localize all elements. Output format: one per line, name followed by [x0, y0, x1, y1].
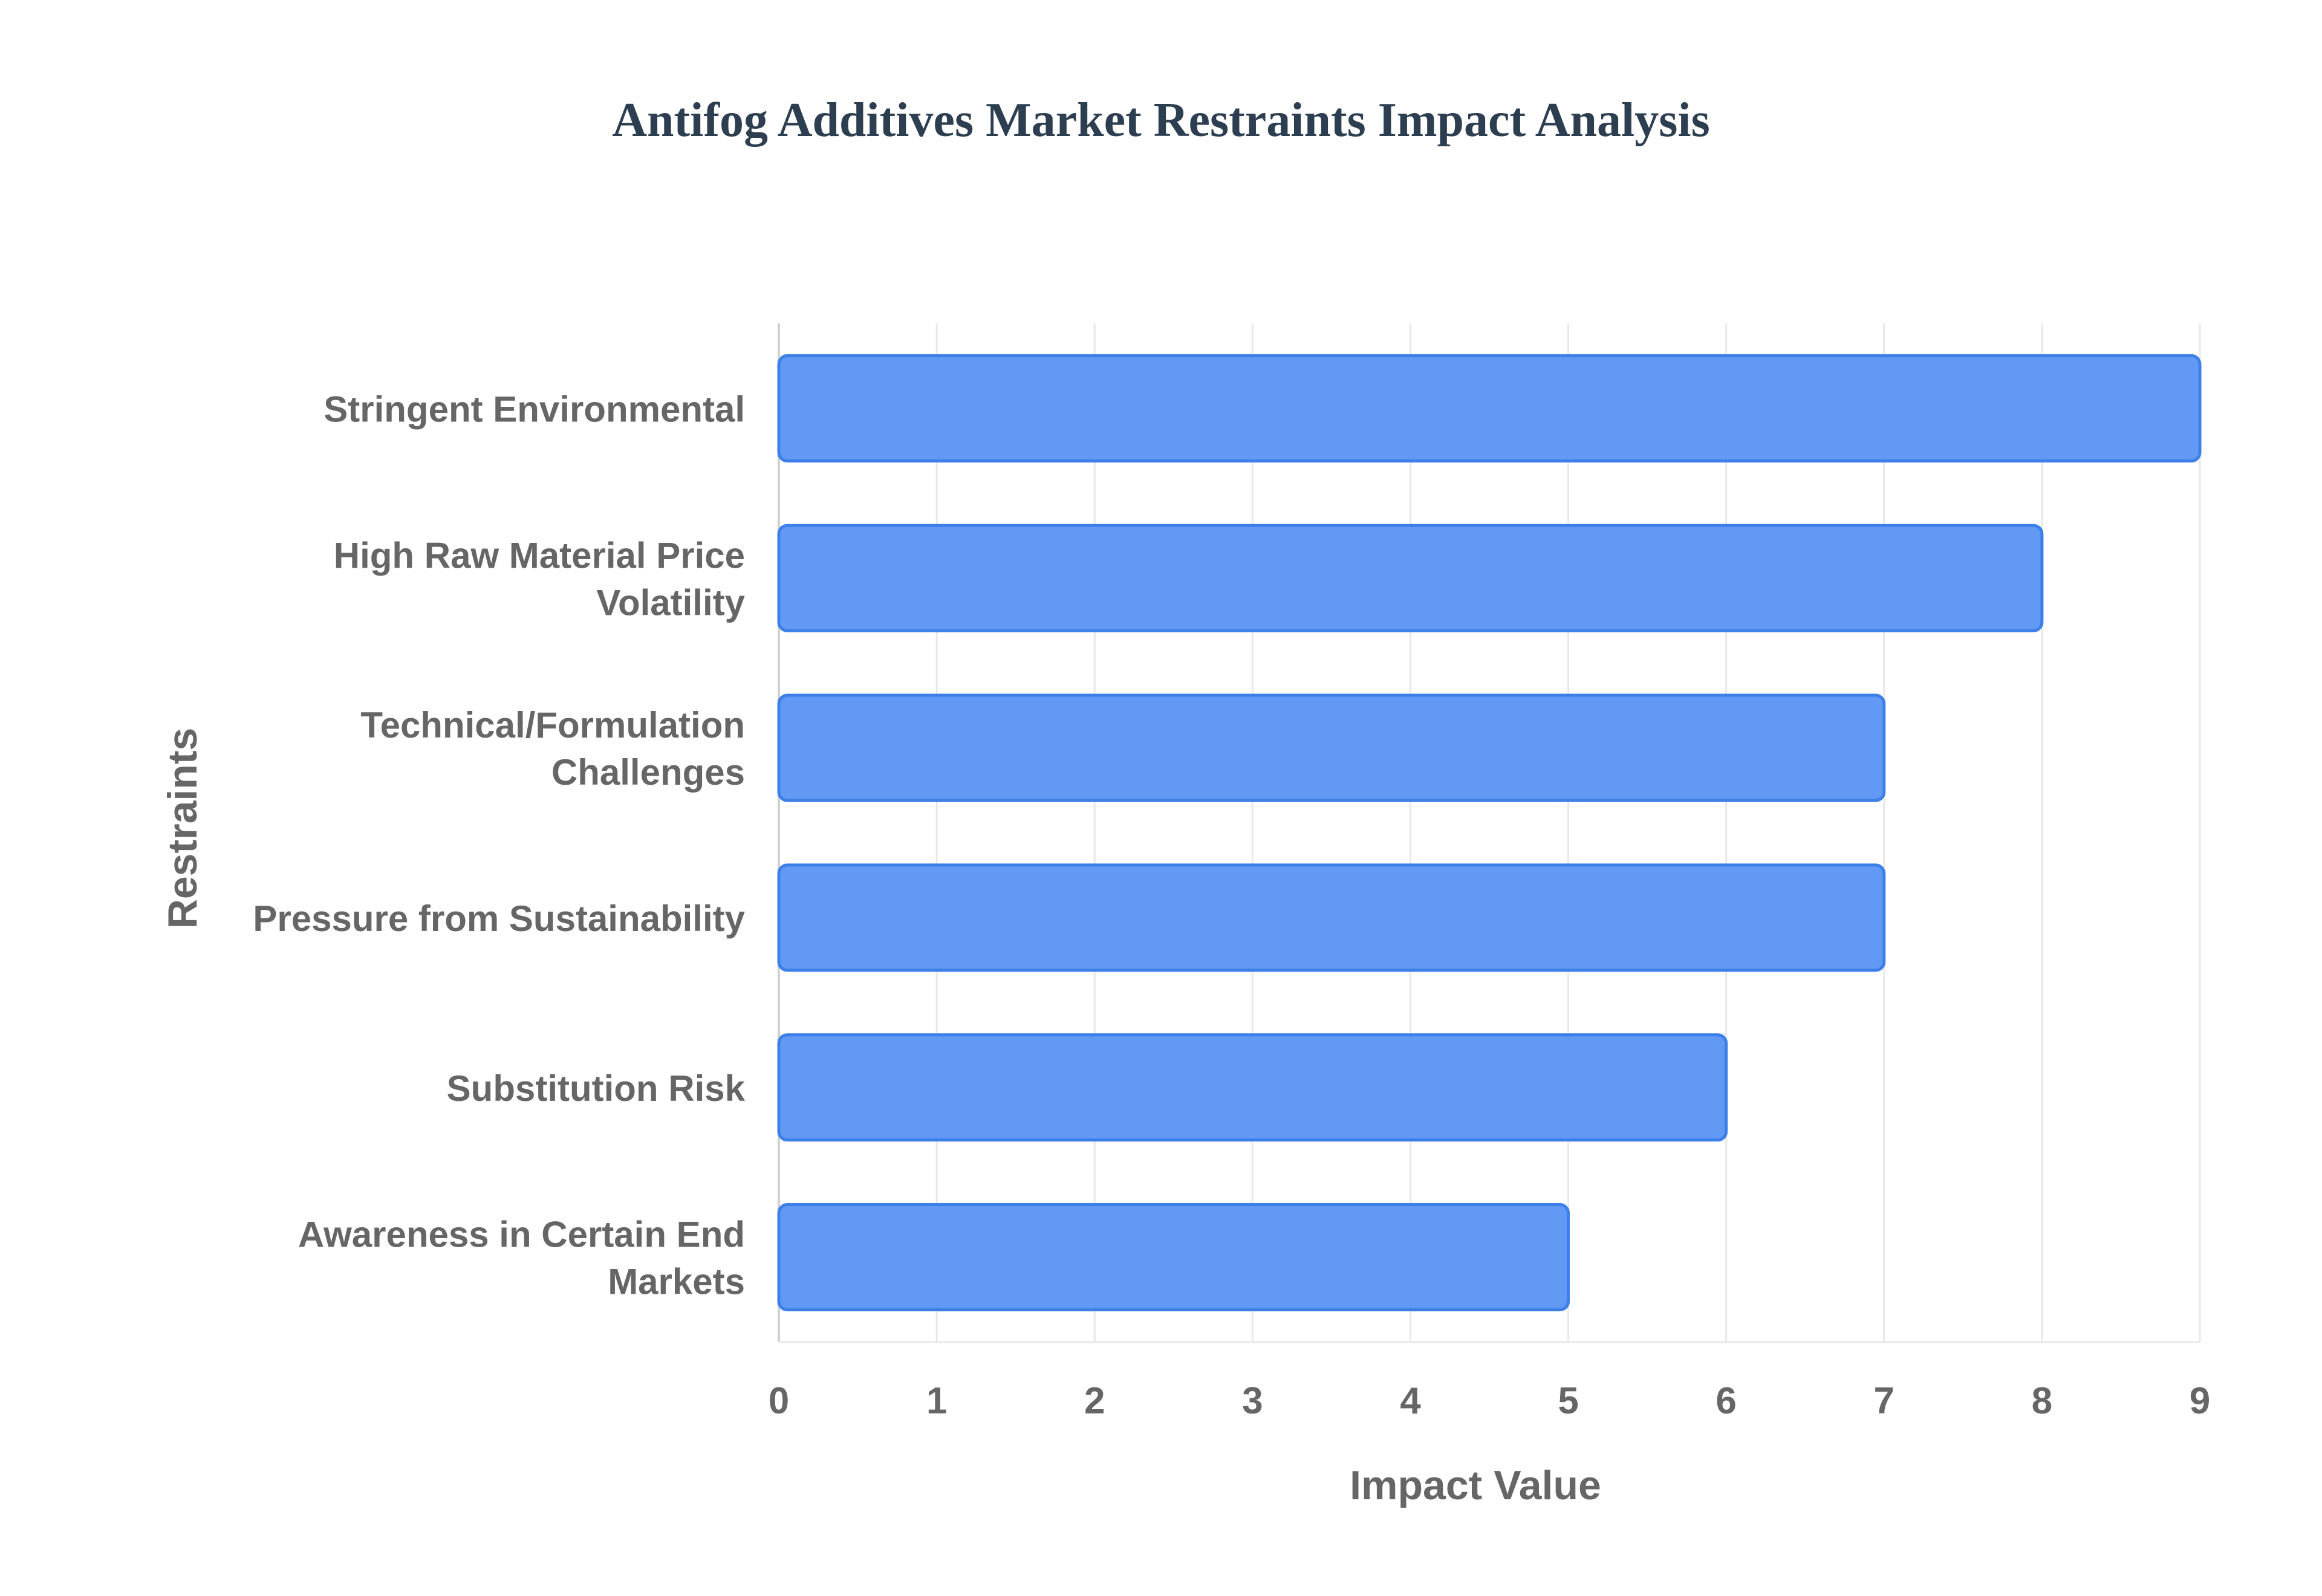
x-tick-labels: 0 1 2 3 4 5 6 7 8 9	[769, 1380, 2210, 1422]
category-label: Challenges	[551, 752, 745, 793]
x-tick-label: 4	[1400, 1380, 1421, 1422]
bar	[777, 1203, 1570, 1312]
x-tick-label: 7	[1874, 1380, 1894, 1422]
bar	[777, 1033, 1728, 1142]
category-label: Technical/Formulation	[360, 705, 745, 745]
bar	[777, 693, 1886, 802]
category-label: Awareness in Certain End	[298, 1215, 745, 1255]
x-tick-label: 5	[1558, 1380, 1578, 1422]
category-label: High Raw Material Price	[334, 535, 745, 576]
x-tick-label: 8	[2032, 1380, 2052, 1422]
category-label: Stringent Environmental	[324, 389, 745, 429]
x-tick-label: 2	[1084, 1380, 1105, 1422]
bar	[777, 863, 1886, 972]
category-label: Markets	[608, 1262, 745, 1302]
category-label: Pressure from Sustainability	[253, 898, 745, 939]
x-tick-label: 6	[1715, 1380, 1736, 1422]
gridlines	[778, 323, 2201, 1343]
x-tick-label: 1	[926, 1380, 947, 1422]
bar	[777, 524, 2044, 632]
category-label: Volatility	[596, 582, 745, 623]
category-labels: Stringent Environmental High Raw Material…	[253, 389, 745, 1302]
x-axis-title: Impact Value	[1350, 1462, 1601, 1508]
category-label: Substitution Risk	[447, 1068, 746, 1109]
bars	[777, 354, 2202, 1312]
chart-title: Antifog Additives Market Restraints Impa…	[612, 94, 1710, 147]
x-tick-label: 9	[2190, 1380, 2210, 1422]
y-axis-title: Restraints	[160, 728, 206, 929]
x-tick-label: 0	[769, 1380, 789, 1422]
x-tick-label: 3	[1242, 1380, 1263, 1422]
bar	[777, 354, 2202, 462]
